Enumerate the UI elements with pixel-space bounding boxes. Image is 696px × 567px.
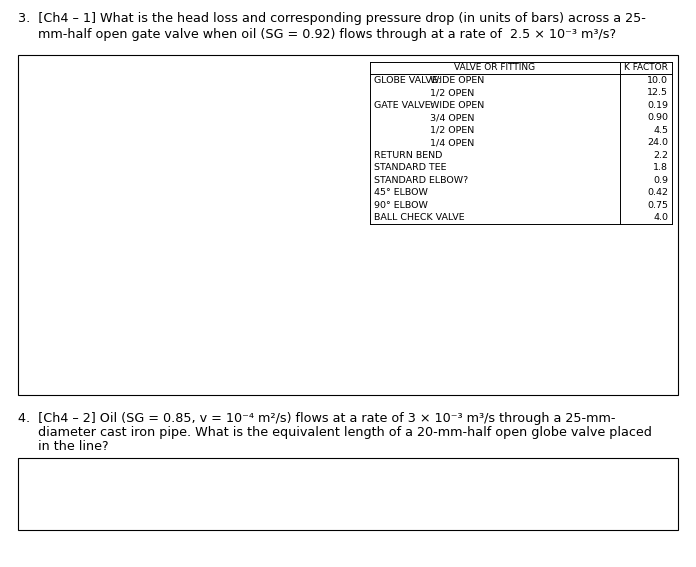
Bar	[18, 55, 678, 395]
Text: 4.5: 4.5	[653, 126, 668, 135]
Text: VALVE OR FITTING: VALVE OR FITTING	[454, 64, 535, 73]
Text: K FACTOR: K FACTOR	[624, 64, 668, 73]
Text: 90° ELBOW: 90° ELBOW	[374, 201, 428, 210]
Text: 1/4 OPEN: 1/4 OPEN	[430, 138, 474, 147]
Text: 3.  [Ch4 – 1] What is the head loss and corresponding pressure drop (in units of: 3. [Ch4 – 1] What is the head loss and c…	[18, 12, 646, 25]
Text: 4.0: 4.0	[653, 213, 668, 222]
Text: 1/2 OPEN: 1/2 OPEN	[430, 88, 474, 98]
Text: 0.19: 0.19	[647, 101, 668, 110]
Text: 10.0: 10.0	[647, 76, 668, 84]
Text: 0.90: 0.90	[647, 113, 668, 122]
Text: 12.5: 12.5	[647, 88, 668, 98]
Bar	[18, 458, 678, 530]
Text: diameter cast iron pipe. What is the equivalent length of a 20-mm-half open glob: diameter cast iron pipe. What is the equ…	[18, 426, 652, 439]
Text: 0.9: 0.9	[653, 176, 668, 185]
Text: STANDARD TEE: STANDARD TEE	[374, 163, 447, 172]
Text: mm-half open gate valve when oil (SG = 0.92) flows through at a rate of  2.5 × 1: mm-half open gate valve when oil (SG = 0…	[18, 28, 616, 41]
Text: GLOBE VALVE:: GLOBE VALVE:	[374, 76, 441, 84]
Text: in the line?: in the line?	[18, 440, 109, 453]
Text: GATE VALVE:: GATE VALVE:	[374, 101, 434, 110]
Text: 4.  [Ch4 – 2] Oil (SG = 0.85, v = 10⁻⁴ m²/s) flows at a rate of 3 × 10⁻³ m³/s th: 4. [Ch4 – 2] Oil (SG = 0.85, v = 10⁻⁴ m²…	[18, 412, 615, 425]
Text: 0.75: 0.75	[647, 201, 668, 210]
Text: BALL CHECK VALVE: BALL CHECK VALVE	[374, 213, 465, 222]
Text: 1.8: 1.8	[653, 163, 668, 172]
Text: 3/4 OPEN: 3/4 OPEN	[430, 113, 475, 122]
Text: 2.2: 2.2	[653, 151, 668, 160]
Text: WIDE OPEN: WIDE OPEN	[430, 76, 484, 84]
Text: 45° ELBOW: 45° ELBOW	[374, 188, 428, 197]
Text: 0.42: 0.42	[647, 188, 668, 197]
Text: RETURN BEND: RETURN BEND	[374, 151, 443, 160]
Text: WIDE OPEN: WIDE OPEN	[430, 101, 484, 110]
Text: STANDARD ELBOW?: STANDARD ELBOW?	[374, 176, 468, 185]
Text: 24.0: 24.0	[647, 138, 668, 147]
Text: 1/2 OPEN: 1/2 OPEN	[430, 126, 474, 135]
